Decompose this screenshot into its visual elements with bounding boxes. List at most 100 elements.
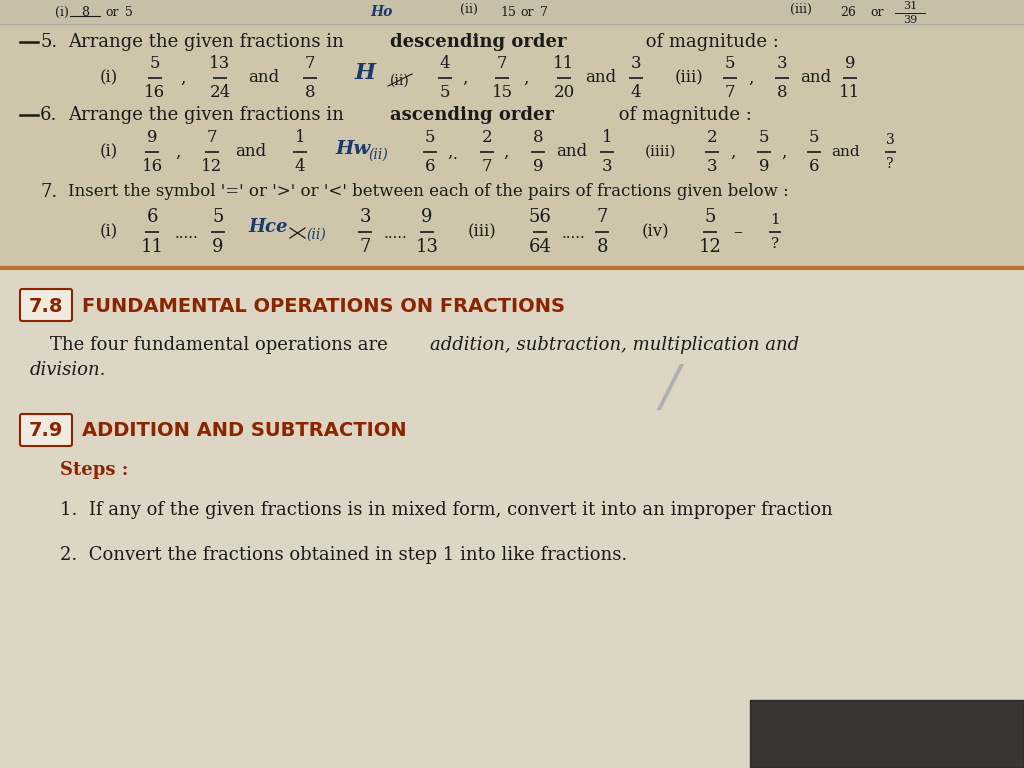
Text: and: and: [556, 144, 587, 161]
Text: 7: 7: [481, 157, 493, 174]
Text: 9: 9: [845, 55, 855, 72]
Text: 3: 3: [359, 208, 371, 226]
Text: 4: 4: [295, 157, 305, 174]
Text: 8: 8: [532, 129, 544, 147]
Text: 9: 9: [212, 238, 224, 256]
Text: 5: 5: [725, 55, 735, 72]
Text: 8: 8: [305, 84, 315, 101]
Text: 5: 5: [759, 129, 769, 147]
Text: division.: division.: [30, 361, 106, 379]
Text: 20: 20: [553, 84, 574, 101]
Text: ,: ,: [447, 144, 453, 161]
Text: 7: 7: [359, 238, 371, 256]
Text: .....: .....: [562, 227, 586, 241]
Text: ,: ,: [748, 69, 754, 87]
Text: 2: 2: [707, 129, 718, 147]
Text: 1: 1: [770, 213, 780, 227]
Text: 12: 12: [698, 238, 722, 256]
Text: 4: 4: [439, 55, 451, 72]
Text: 1.  If any of the given fractions is in mixed form, convert it into an improper : 1. If any of the given fractions is in m…: [60, 501, 833, 519]
Text: ADDITION AND SUBTRACTION: ADDITION AND SUBTRACTION: [82, 422, 407, 441]
Text: 24: 24: [209, 84, 230, 101]
Text: (i): (i): [100, 223, 118, 240]
Text: ,: ,: [175, 144, 180, 161]
Text: (iii): (iii): [790, 2, 812, 15]
Text: 15: 15: [492, 84, 513, 101]
Text: 1: 1: [602, 129, 612, 147]
Text: (ii): (ii): [460, 2, 478, 15]
Text: or: or: [870, 5, 884, 18]
Text: and: and: [585, 69, 616, 87]
Text: 7.8: 7.8: [29, 296, 63, 316]
FancyBboxPatch shape: [20, 414, 72, 446]
Text: 5: 5: [125, 5, 133, 18]
Text: 11: 11: [553, 55, 574, 72]
Text: The four fundamental operations are: The four fundamental operations are: [50, 336, 393, 354]
Text: 5.: 5.: [40, 33, 57, 51]
Text: 4: 4: [631, 84, 641, 101]
Text: of magnitude :: of magnitude :: [613, 106, 752, 124]
Text: 11: 11: [840, 84, 860, 101]
Text: and: and: [831, 145, 859, 159]
Text: FUNDAMENTAL OPERATIONS ON FRACTIONS: FUNDAMENTAL OPERATIONS ON FRACTIONS: [82, 296, 565, 316]
Text: 5: 5: [212, 208, 223, 226]
Text: 2.  Convert the fractions obtained in step 1 into like fractions.: 2. Convert the fractions obtained in ste…: [60, 546, 628, 564]
Text: 3: 3: [707, 157, 718, 174]
Text: .....: .....: [175, 227, 199, 241]
Text: Ho: Ho: [370, 5, 392, 19]
Text: (iii): (iii): [675, 69, 703, 87]
Text: 16: 16: [144, 84, 166, 101]
Text: 16: 16: [141, 157, 163, 174]
Text: Hw: Hw: [335, 140, 370, 158]
Text: ,: ,: [523, 69, 528, 87]
Text: (ii): (ii): [390, 74, 410, 88]
Text: Steps :: Steps :: [60, 461, 128, 479]
Text: 9: 9: [421, 208, 433, 226]
Text: 5: 5: [809, 129, 819, 147]
Text: 7: 7: [207, 129, 217, 147]
Text: –: –: [733, 223, 741, 241]
Text: 5: 5: [439, 84, 451, 101]
Text: H: H: [355, 62, 376, 84]
Text: 6: 6: [809, 157, 819, 174]
Text: (iiii): (iiii): [645, 145, 677, 159]
Text: ,: ,: [180, 69, 185, 87]
Text: 7.9: 7.9: [29, 422, 63, 441]
Text: ?: ?: [886, 157, 894, 170]
Text: 13: 13: [416, 238, 438, 256]
Text: ,: ,: [462, 69, 467, 87]
Text: 7: 7: [540, 5, 548, 18]
Bar: [750, 700, 1024, 768]
Text: 8: 8: [81, 5, 89, 18]
Text: 12: 12: [202, 157, 222, 174]
Text: ,: ,: [781, 144, 786, 161]
Text: ,: ,: [730, 144, 735, 161]
Text: 13: 13: [209, 55, 230, 72]
Text: 7: 7: [497, 55, 507, 72]
Text: 6: 6: [425, 157, 435, 174]
Text: 2: 2: [481, 129, 493, 147]
Text: 39: 39: [903, 15, 918, 25]
Text: 7: 7: [596, 208, 607, 226]
Text: addition, subtraction, multiplication and: addition, subtraction, multiplication an…: [430, 336, 799, 354]
Text: .....: .....: [384, 227, 408, 241]
Text: and: and: [248, 69, 280, 87]
Text: 3: 3: [886, 134, 894, 147]
Text: 7: 7: [725, 84, 735, 101]
Text: ?: ?: [771, 237, 779, 251]
Text: and: and: [234, 144, 266, 161]
Text: 5: 5: [705, 208, 716, 226]
Text: Insert the symbol '=' or '>' or '<' between each of the pairs of fractions given: Insert the symbol '=' or '>' or '<' betw…: [68, 184, 788, 200]
Text: or: or: [520, 5, 534, 18]
Text: and: and: [800, 69, 831, 87]
Text: 6.: 6.: [40, 106, 57, 124]
Text: 31: 31: [903, 1, 918, 11]
Text: 56: 56: [528, 208, 552, 226]
Text: ascending order: ascending order: [390, 106, 554, 124]
Text: /: /: [660, 362, 679, 417]
Text: Hce: Hce: [248, 218, 288, 236]
Text: 64: 64: [528, 238, 552, 256]
Text: (ii): (ii): [368, 148, 388, 162]
Text: 3: 3: [602, 157, 612, 174]
Text: 26: 26: [840, 5, 856, 18]
